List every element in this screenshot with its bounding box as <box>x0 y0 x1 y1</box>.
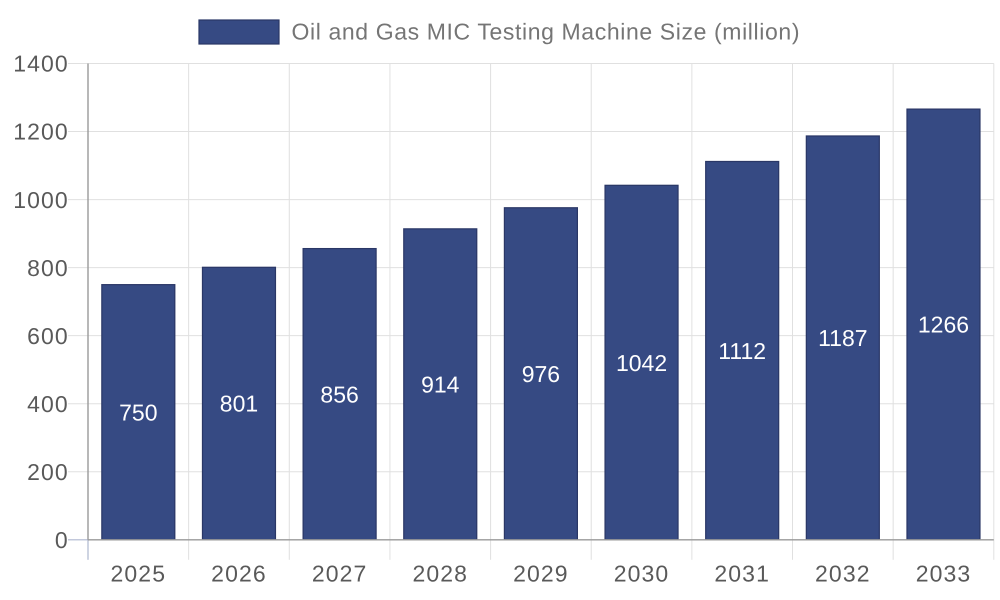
svg-text:856: 856 <box>320 381 358 407</box>
svg-text:2028: 2028 <box>412 561 468 587</box>
svg-text:200: 200 <box>27 459 69 485</box>
svg-text:1187: 1187 <box>818 325 867 351</box>
svg-text:2025: 2025 <box>111 561 167 587</box>
svg-text:1266: 1266 <box>918 312 969 338</box>
svg-text:1400: 1400 <box>13 51 69 77</box>
svg-text:2031: 2031 <box>714 561 770 587</box>
svg-text:2027: 2027 <box>312 561 368 587</box>
svg-text:914: 914 <box>421 372 460 398</box>
svg-text:976: 976 <box>522 361 560 387</box>
svg-text:600: 600 <box>27 323 69 349</box>
svg-text:1112: 1112 <box>718 338 766 364</box>
svg-text:1200: 1200 <box>13 119 69 145</box>
svg-text:2026: 2026 <box>211 561 267 587</box>
svg-text:400: 400 <box>27 391 69 417</box>
svg-text:2033: 2033 <box>916 561 972 587</box>
svg-text:0: 0 <box>55 527 69 553</box>
svg-text:750: 750 <box>119 399 157 425</box>
svg-text:1042: 1042 <box>616 350 667 376</box>
svg-text:2032: 2032 <box>815 561 871 587</box>
svg-text:2029: 2029 <box>513 561 569 587</box>
svg-text:800: 800 <box>27 255 69 281</box>
svg-text:1000: 1000 <box>13 187 69 213</box>
svg-text:Oil and Gas MIC Testing Machin: Oil and Gas MIC Testing Machine Size (mi… <box>292 18 800 44</box>
svg-text:801: 801 <box>220 391 258 417</box>
svg-text:2030: 2030 <box>614 561 670 587</box>
